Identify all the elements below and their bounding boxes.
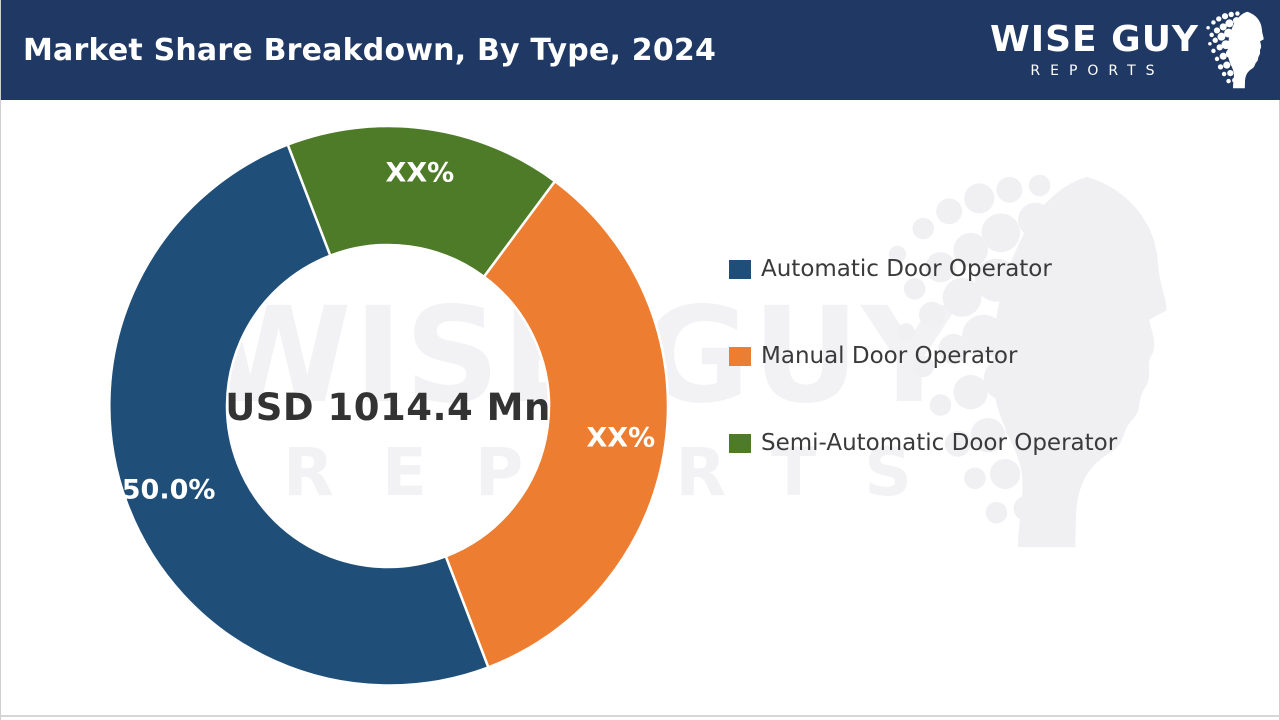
donut-svg: XX% XX% 50.0% xyxy=(108,124,670,687)
legend-swatch-manual-door-operator xyxy=(729,346,751,366)
legend-swatch-automatic-door-operator xyxy=(729,259,751,279)
legend-label-manual-door-operator: Manual Door Operator xyxy=(761,343,1018,369)
legend-item-automatic-door-operator: Automatic Door Operator xyxy=(729,256,1117,282)
brand-text: WISE GUY REPORTS xyxy=(989,19,1199,79)
brand-logo: WISE GUY REPORTS xyxy=(990,8,1265,92)
brand-tagline: REPORTS xyxy=(1030,63,1165,79)
donut-center-label: USD 1014.4 Mn xyxy=(225,386,551,429)
brand-face-icon xyxy=(1206,11,1264,89)
donut-segment-manual-door-operator xyxy=(444,179,670,669)
donut-segment-label-manual-door-operator: XX% xyxy=(586,422,655,453)
legend: Automatic Door Operator Manual Door Oper… xyxy=(729,256,1117,456)
legend-label-semi-automatic-door-operator: Semi-Automatic Door Operator xyxy=(761,430,1118,456)
bottom-rule xyxy=(1,715,1280,717)
page-title: Market Share Breakdown, By Type, 2024 xyxy=(23,32,717,68)
legend-item-manual-door-operator: Manual Door Operator xyxy=(729,343,1117,369)
header-bar: Market Share Breakdown, By Type, 2024 WI… xyxy=(1,0,1280,100)
legend-swatch-semi-automatic-door-operator xyxy=(729,433,751,453)
legend-label-automatic-door-operator: Automatic Door Operator xyxy=(761,256,1052,282)
donut-segment-semi-automatic-door-operator xyxy=(286,124,557,278)
brand-name: WISE GUY xyxy=(989,19,1199,60)
legend-item-semi-automatic-door-operator: Semi-Automatic Door Operator xyxy=(729,430,1117,456)
donut-chart: XX% XX% 50.0% xyxy=(101,118,681,698)
donut-segment-label-semi-automatic-door-operator: XX% xyxy=(386,158,455,189)
donut-segment-label-automatic-door-operator: 50.0% xyxy=(122,475,216,506)
donut-segment-automatic-door-operator xyxy=(108,143,490,687)
